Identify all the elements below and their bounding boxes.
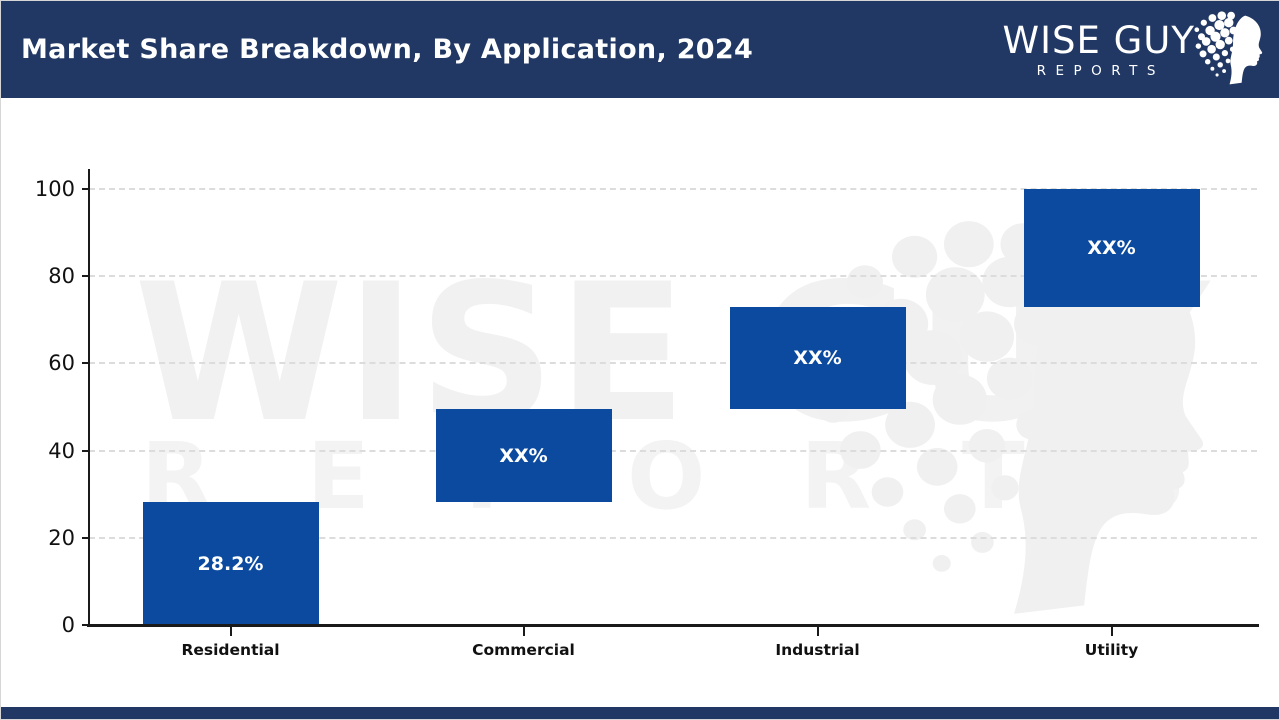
bar-utility [1023,189,1200,307]
brand-face-icon [1194,11,1263,85]
watermark-face-icon [810,221,1204,614]
gridline-60 [89,362,1257,365]
y-tick-40 [82,449,89,452]
x-tick-residential [229,627,232,636]
gridline-20 [89,536,1257,539]
x-tick-industrial [816,627,819,636]
x-label-utility: Utility [1084,641,1139,659]
y-tick-label-0: 0 [61,613,75,637]
y-tick-label-20: 20 [48,525,75,550]
gridline-100 [89,188,1257,190]
y-tick-label-100: 100 [34,177,75,201]
y-tick-0 [82,624,89,626]
y-axis-line [88,169,90,625]
x-axis-line [87,624,1259,627]
y-tick-20 [82,536,89,539]
gridline-80 [89,275,1257,278]
bar-commercial [435,409,612,503]
chart-title: Market Share Breakdown, By Application, … [21,34,754,65]
x-tick-commercial [522,627,525,636]
y-tick-label-40: 40 [48,438,75,463]
header-bar: Market Share Breakdown, By Application, … [1,1,1279,98]
brand-logo-text: WISE GUY REPORTS [1003,22,1195,79]
bar-label-utility: XX% [1087,236,1136,259]
bar-label-commercial: XX% [499,444,548,467]
bar-residential [142,502,319,625]
brand-subtitle: REPORTS [1036,62,1165,79]
x-label-industrial: Industrial [775,641,860,659]
y-tick-label-80: 80 [48,264,75,289]
bar-label-residential: 28.2% [197,552,264,575]
y-tick-100 [82,188,89,190]
y-tick-60 [82,362,89,365]
brand-logo: WISE GUY REPORTS [1003,7,1267,93]
brand-name: WISE GUY [1002,18,1195,62]
bar-label-industrial: XX% [793,346,842,369]
x-tick-utility [1110,627,1113,636]
x-label-residential: Residential [181,641,280,659]
bar-industrial [729,306,906,410]
x-label-commercial: Commercial [472,641,575,659]
footer-bar [1,707,1279,719]
y-tick-80 [82,275,89,278]
gridline-40 [89,449,1257,452]
y-tick-label-60: 60 [48,351,75,376]
